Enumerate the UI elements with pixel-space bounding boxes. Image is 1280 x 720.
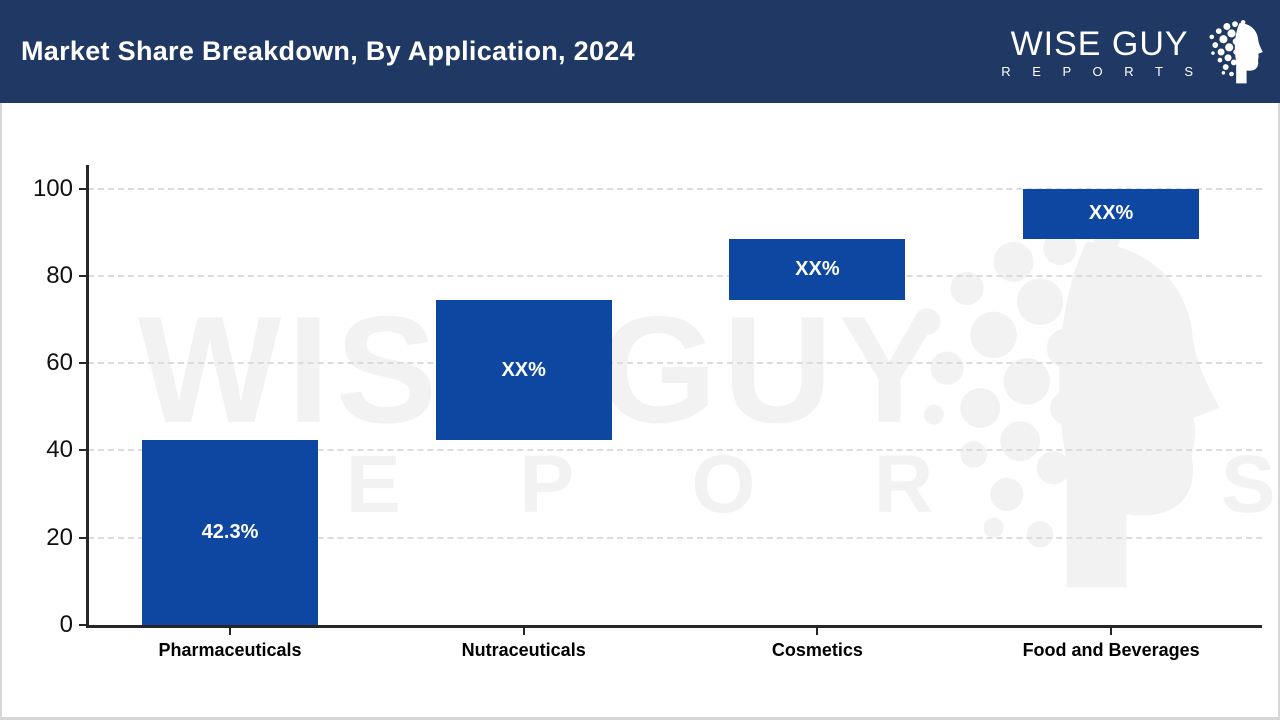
logo-head-icon [1209, 20, 1263, 84]
y-axis-label-20: 20 [46, 523, 73, 551]
bar-value-label: XX% [1088, 202, 1134, 225]
y-axis-tick-60 [79, 362, 88, 365]
x-axis-label-cosmetics: Cosmetics [771, 640, 863, 660]
y-axis-tick-40 [79, 449, 88, 452]
bar-value-label: 42.3% [201, 521, 259, 544]
wise-guy-reports-logo: WISE GUY R E P O R T S [997, 6, 1264, 98]
x-axis-tick-cosmetics [816, 627, 819, 635]
y-axis-tick-80 [79, 274, 88, 277]
page-title: Market Share Breakdown, By Application, … [21, 36, 635, 66]
x-axis-tick-pharmaceuticals [229, 627, 231, 635]
y-axis-tick-100 [79, 187, 88, 190]
x-axis-label-nutraceuticals: Nutraceuticals [461, 640, 586, 660]
bar-cosmetics: XX% [729, 238, 906, 300]
logo-wordmark: WISE GUY [1010, 24, 1189, 63]
y-axis-tick-20 [79, 536, 88, 539]
x-axis-label-pharmaceuticals: Pharmaceuticals [158, 640, 302, 660]
x-axis-tick-food-and-beverages [1110, 627, 1113, 635]
header-bar: Market Share Breakdown, By Application, … [0, 0, 1280, 103]
x-axis-tick-nutraceuticals [522, 627, 525, 635]
gridline-80 [88, 274, 1262, 277]
x-axis-label-food-and-beverages: Food and Beverages [1022, 640, 1200, 660]
y-axis-label-100: 100 [32, 174, 73, 202]
bar-value-label: XX% [795, 257, 840, 280]
y-axis-spine [86, 165, 89, 628]
gridline-20 [88, 536, 1262, 539]
gridline-60 [88, 362, 1262, 365]
y-axis-label-0: 0 [59, 611, 73, 638]
logo-text: WISE GUY R E P O R T S [997, 26, 1202, 79]
gridline-100 [88, 187, 1262, 190]
y-axis-label-60: 60 [46, 349, 73, 377]
x-axis-spine [86, 625, 1262, 628]
bar-value-label: XX% [501, 358, 546, 381]
gridline-40 [88, 449, 1262, 452]
y-axis-label-40: 40 [46, 436, 73, 464]
y-axis-label-80: 80 [46, 261, 73, 289]
logo-subtitle: R E P O R T S [1001, 63, 1202, 79]
bar-food-and-beverages: XX% [1023, 188, 1200, 239]
y-axis-tick-0 [79, 624, 88, 626]
bar-nutraceuticals: XX% [435, 299, 612, 441]
bar-pharmaceuticals: 42.3% [142, 440, 318, 625]
